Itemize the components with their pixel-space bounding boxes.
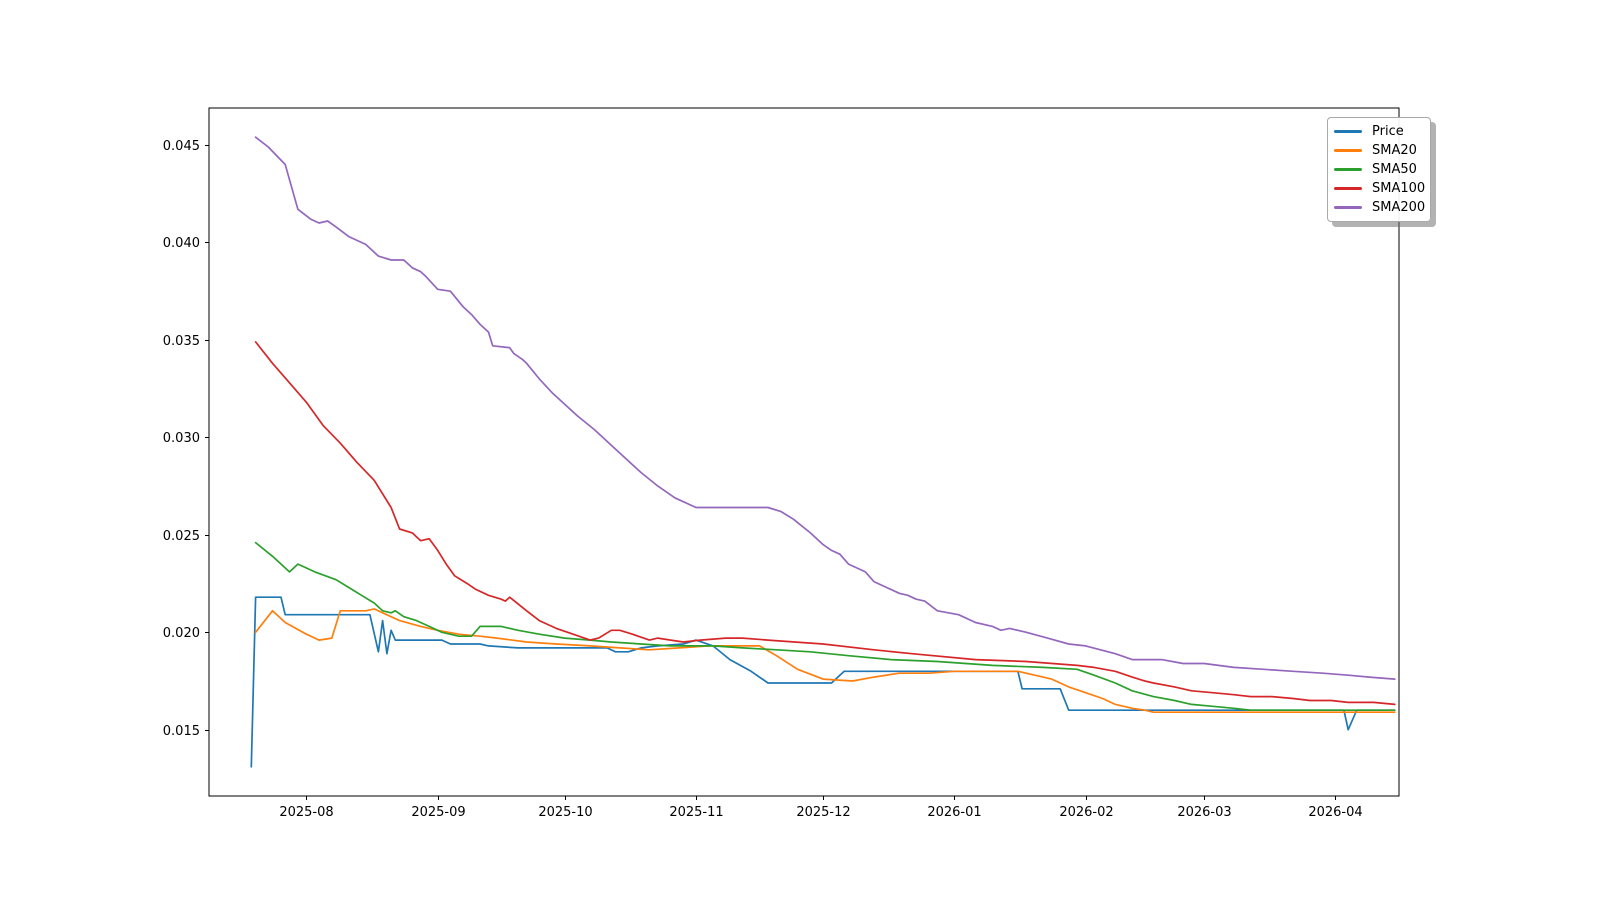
- series-line-sma200: [254, 136, 1396, 680]
- y-tick-label: 0.045: [163, 139, 200, 154]
- series-line-sma100: [254, 341, 1396, 706]
- legend-item-price[interactable]: Price: [1334, 122, 1424, 141]
- y-tick-label: 0.035: [163, 334, 200, 349]
- x-tick-label: 2025-08: [279, 805, 333, 820]
- x-tick-label: 2026-04: [1308, 805, 1362, 820]
- legend-swatch-sma100-icon: [1334, 187, 1362, 190]
- legend-label-sma20: SMA20: [1372, 143, 1417, 158]
- legend-swatch-sma200-icon: [1334, 206, 1362, 209]
- x-tick-label: 2026-01: [927, 805, 981, 820]
- legend-item-sma20[interactable]: SMA20: [1334, 141, 1424, 160]
- legend-label-sma200: SMA200: [1372, 200, 1426, 215]
- plot-frame: [208, 107, 1400, 797]
- x-tick-label: 2025-10: [538, 805, 592, 820]
- y-tick-label: 0.030: [163, 431, 200, 446]
- x-tick-label: 2025-11: [669, 805, 723, 820]
- x-tick-label: 2026-02: [1059, 805, 1113, 820]
- series-line-price: [250, 596, 1396, 768]
- y-tick-label: 0.015: [163, 724, 200, 739]
- x-tick-label: 2025-09: [411, 805, 465, 820]
- series-line-sma50: [254, 541, 1396, 712]
- series-line-sma20: [254, 608, 1396, 714]
- legend-item-sma200[interactable]: SMA200: [1334, 198, 1426, 217]
- x-tick-label: 2026-03: [1177, 805, 1231, 820]
- legend-label-price: Price: [1372, 124, 1404, 139]
- legend[interactable]: Price SMA20 SMA50 SMA100 SMA200: [1327, 117, 1431, 222]
- legend-label-sma50: SMA50: [1372, 162, 1417, 177]
- legend-item-sma50[interactable]: SMA50: [1334, 160, 1424, 179]
- legend-swatch-sma50-icon: [1334, 168, 1362, 171]
- y-tick-label: 0.025: [163, 529, 200, 544]
- y-tick-label: 0.040: [163, 236, 200, 251]
- legend-label-sma100: SMA100: [1372, 181, 1426, 196]
- x-tick-label: 2025-12: [796, 805, 850, 820]
- legend-item-sma100[interactable]: SMA100: [1334, 179, 1426, 198]
- y-tick-label: 0.020: [163, 626, 200, 641]
- legend-swatch-price-icon: [1334, 130, 1362, 133]
- legend-swatch-sma20-icon: [1334, 149, 1362, 152]
